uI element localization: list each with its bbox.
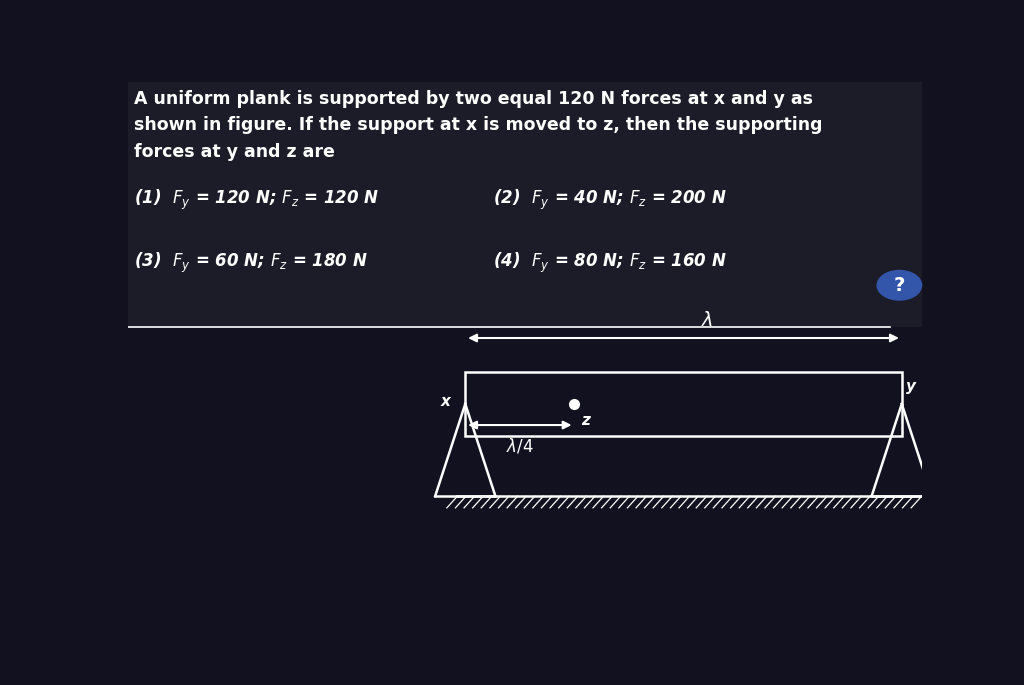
FancyBboxPatch shape <box>128 327 922 610</box>
Text: (3)  $F_y$ = 60 N; $F_z$ = 180 N: (3) $F_y$ = 60 N; $F_z$ = 180 N <box>134 251 369 275</box>
Text: $\lambda$: $\lambda$ <box>701 311 714 330</box>
FancyBboxPatch shape <box>128 82 922 327</box>
Text: (1)  $F_y$ = 120 N; $F_z$ = 120 N: (1) $F_y$ = 120 N; $F_z$ = 120 N <box>134 188 380 212</box>
Bar <box>465 373 902 436</box>
Text: (2)  $F_y$ = 40 N; $F_z$ = 200 N: (2) $F_y$ = 40 N; $F_z$ = 200 N <box>494 188 727 212</box>
Text: forces at y and z are: forces at y and z are <box>134 143 335 161</box>
Text: ?: ? <box>894 276 905 295</box>
Text: y: y <box>905 379 915 395</box>
Text: shown in figure. If the support at x is moved to z, then the supporting: shown in figure. If the support at x is … <box>134 116 823 134</box>
Circle shape <box>878 271 922 300</box>
Text: x: x <box>441 394 451 409</box>
Text: z: z <box>581 414 590 428</box>
Text: (4)  $F_y$ = 80 N; $F_z$ = 160 N: (4) $F_y$ = 80 N; $F_z$ = 160 N <box>494 251 727 275</box>
Text: A uniform plank is supported by two equal 120 N forces at x and y as: A uniform plank is supported by two equa… <box>134 90 813 108</box>
Text: $\lambda/4$: $\lambda/4$ <box>506 436 534 456</box>
